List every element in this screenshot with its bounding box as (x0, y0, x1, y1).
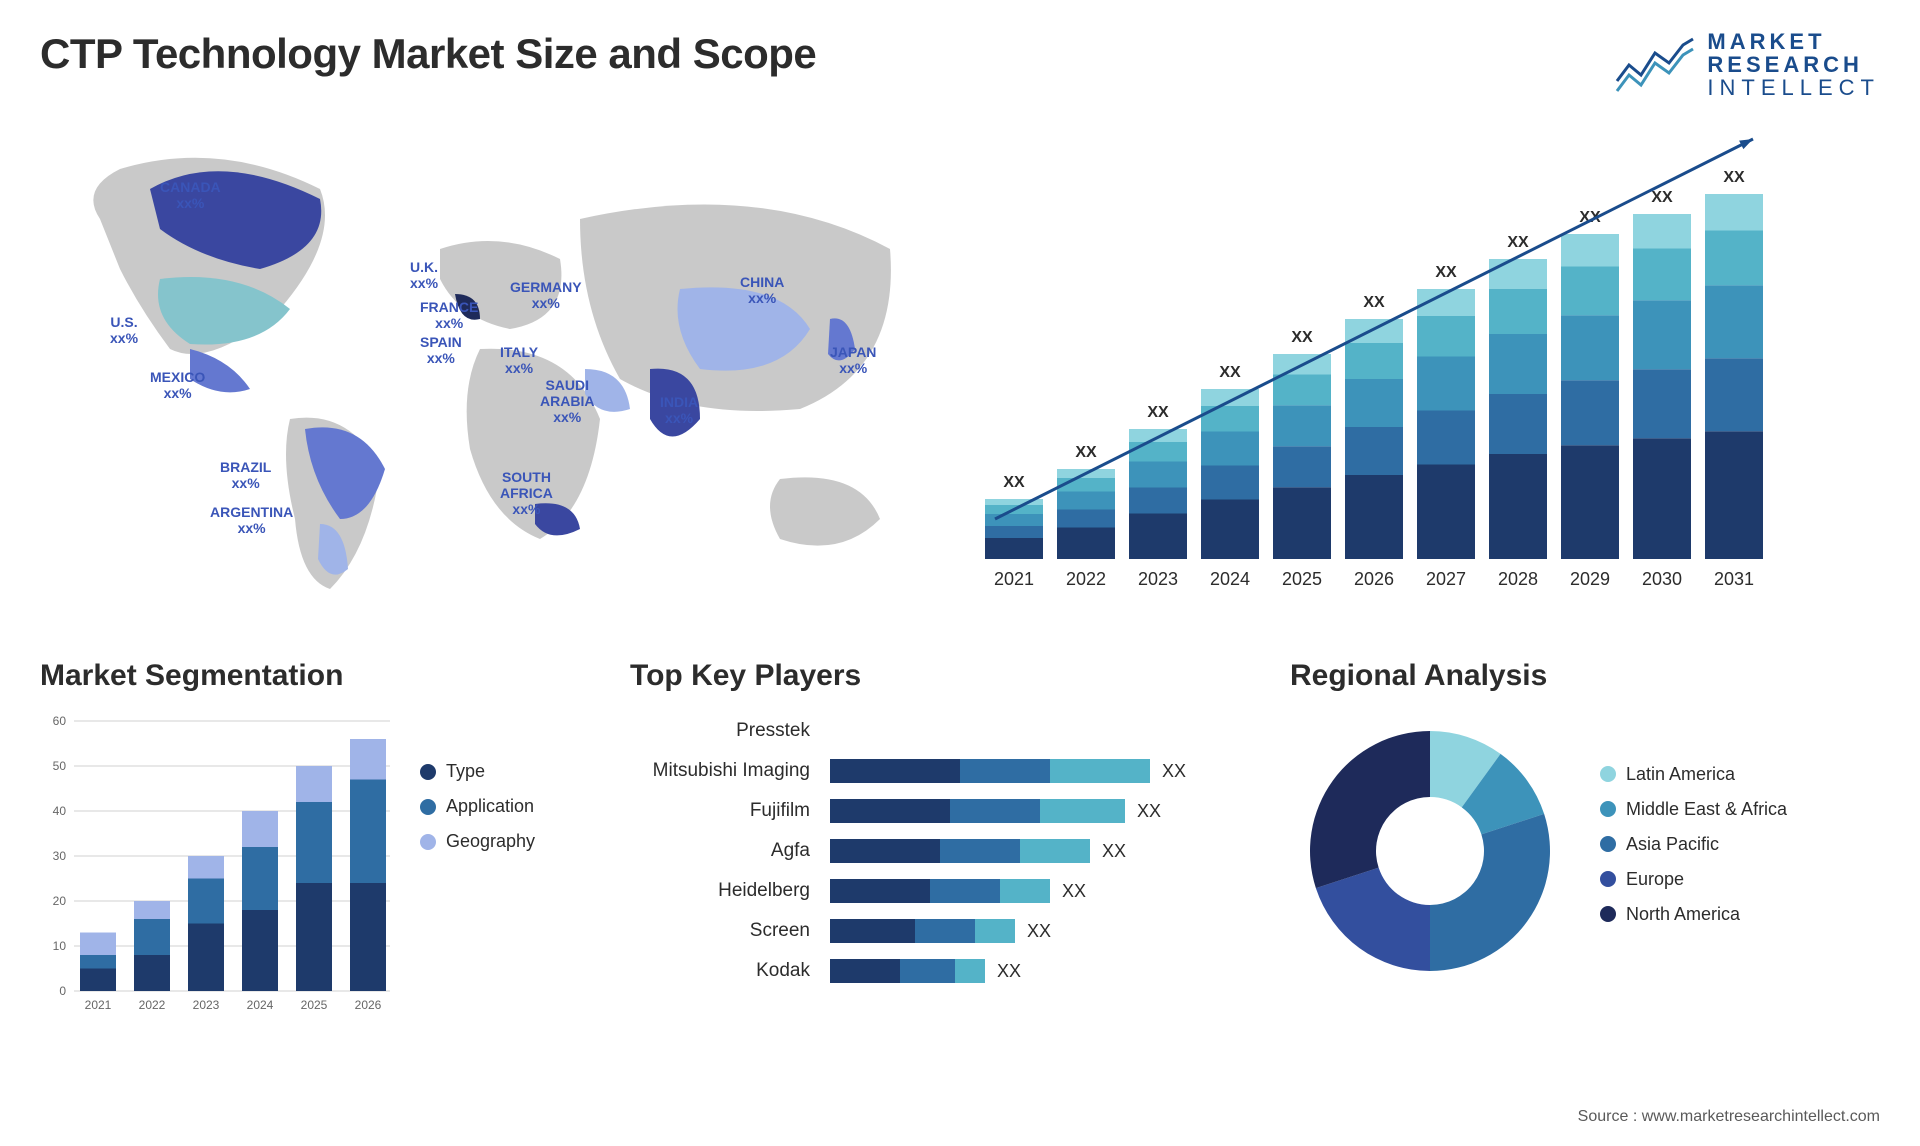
map-label: SOUTHAFRICAxx% (500, 469, 553, 517)
player-bar-row: XX (830, 791, 1250, 831)
svg-text:XX: XX (1363, 294, 1385, 311)
svg-text:2031: 2031 (1714, 569, 1754, 589)
map-label: MEXICOxx% (150, 369, 205, 401)
svg-text:XX: XX (1723, 169, 1745, 186)
svg-text:2023: 2023 (193, 998, 220, 1012)
map-label: SAUDIARABIAxx% (540, 377, 594, 425)
svg-text:2022: 2022 (1066, 569, 1106, 589)
world-map-chart: CANADAxx% U.S.xx% MEXICOxx% BRAZILxx% ARGENT… (40, 119, 910, 599)
logo-line2: RESEARCH (1707, 53, 1880, 76)
svg-text:60: 60 (53, 714, 67, 728)
regional-title: Regional Analysis (1290, 659, 1880, 693)
players-labels: PresstekMitsubishi ImagingFujifilmAgfaHe… (630, 711, 810, 991)
svg-text:2026: 2026 (355, 998, 382, 1012)
svg-text:XX: XX (1075, 444, 1097, 461)
map-label: INDIAxx% (660, 394, 698, 426)
map-label: U.K.xx% (410, 259, 438, 291)
player-bar-row: XX (830, 911, 1250, 951)
svg-text:2027: 2027 (1426, 569, 1466, 589)
segmentation-legend: Type Application Geography (420, 711, 590, 1021)
svg-text:10: 10 (53, 939, 67, 953)
regional-donut-chart (1290, 711, 1570, 991)
map-label: ARGENTINAxx% (210, 504, 293, 536)
legend-item: Application (420, 796, 590, 817)
map-label: CHINAxx% (740, 274, 784, 306)
player-name: Presstek (630, 711, 810, 751)
page-title: CTP Technology Market Size and Scope (40, 30, 816, 78)
player-bar-row: XX (830, 751, 1250, 791)
logo-mark-icon (1615, 37, 1695, 93)
svg-text:2024: 2024 (247, 998, 274, 1012)
map-label: U.S.xx% (110, 314, 138, 346)
players-title: Top Key Players (630, 659, 1250, 693)
brand-logo: MARKET RESEARCH INTELLECT (1615, 30, 1880, 99)
legend-item: Type (420, 761, 590, 782)
svg-text:2030: 2030 (1642, 569, 1682, 589)
svg-text:40: 40 (53, 804, 67, 818)
svg-text:2021: 2021 (85, 998, 112, 1012)
svg-text:2021: 2021 (994, 569, 1034, 589)
map-label: GERMANYxx% (510, 279, 582, 311)
map-label: SPAINxx% (420, 334, 462, 366)
map-label: BRAZILxx% (220, 459, 271, 491)
svg-text:2025: 2025 (301, 998, 328, 1012)
svg-text:20: 20 (53, 894, 67, 908)
svg-text:XX: XX (1435, 264, 1457, 281)
svg-text:XX: XX (1147, 404, 1169, 421)
svg-text:XX: XX (1219, 364, 1241, 381)
svg-text:XX: XX (1291, 329, 1313, 346)
segmentation-title: Market Segmentation (40, 659, 590, 693)
svg-text:2029: 2029 (1570, 569, 1610, 589)
svg-text:2023: 2023 (1138, 569, 1178, 589)
legend-item: North America (1600, 904, 1880, 925)
legend-item: Geography (420, 831, 590, 852)
player-bar-row: XX (830, 871, 1250, 911)
svg-text:2025: 2025 (1282, 569, 1322, 589)
svg-text:2028: 2028 (1498, 569, 1538, 589)
regional-legend: Latin America Middle East & Africa Asia Pa… (1600, 764, 1880, 939)
logo-line3: INTELLECT (1707, 76, 1880, 99)
legend-item: Europe (1600, 869, 1880, 890)
svg-text:XX: XX (1003, 474, 1025, 491)
map-label: ITALYxx% (500, 344, 538, 376)
svg-text:0: 0 (59, 984, 66, 998)
player-bar-row (830, 711, 1250, 751)
player-name: Kodak (630, 951, 810, 991)
svg-text:30: 30 (53, 849, 67, 863)
segmentation-chart: 0 10 20 30 40 50 60 2021 2022 2023 2024 2025 2026 (40, 711, 390, 1021)
map-label: JAPANxx% (830, 344, 876, 376)
legend-item: Latin America (1600, 764, 1880, 785)
svg-text:2024: 2024 (1210, 569, 1250, 589)
source-attribution: Source : www.marketresearchintellect.com (1578, 1108, 1880, 1126)
market-size-chart: XX 2021 XX 2022 XX 2023 XX 2024 XX 2025 XX 2026 XX 20… (950, 119, 1880, 609)
svg-text:2022: 2022 (139, 998, 166, 1012)
svg-text:XX: XX (1651, 189, 1673, 206)
players-bars-chart: XXXXXXXXXXXX (830, 711, 1250, 991)
player-bar-row: XX (830, 831, 1250, 871)
player-name: Screen (630, 911, 810, 951)
player-name: Fujifilm (630, 791, 810, 831)
svg-text:2026: 2026 (1354, 569, 1394, 589)
legend-item: Middle East & Africa (1600, 799, 1880, 820)
legend-item: Asia Pacific (1600, 834, 1880, 855)
player-name: Agfa (630, 831, 810, 871)
player-name: Mitsubishi Imaging (630, 751, 810, 791)
player-name: Heidelberg (630, 871, 810, 911)
player-bar-row: XX (830, 951, 1250, 991)
logo-line1: MARKET (1707, 30, 1880, 53)
svg-text:50: 50 (53, 759, 67, 773)
map-label: FRANCExx% (420, 299, 478, 331)
map-label: CANADAxx% (160, 179, 221, 211)
svg-text:XX: XX (1507, 234, 1529, 251)
